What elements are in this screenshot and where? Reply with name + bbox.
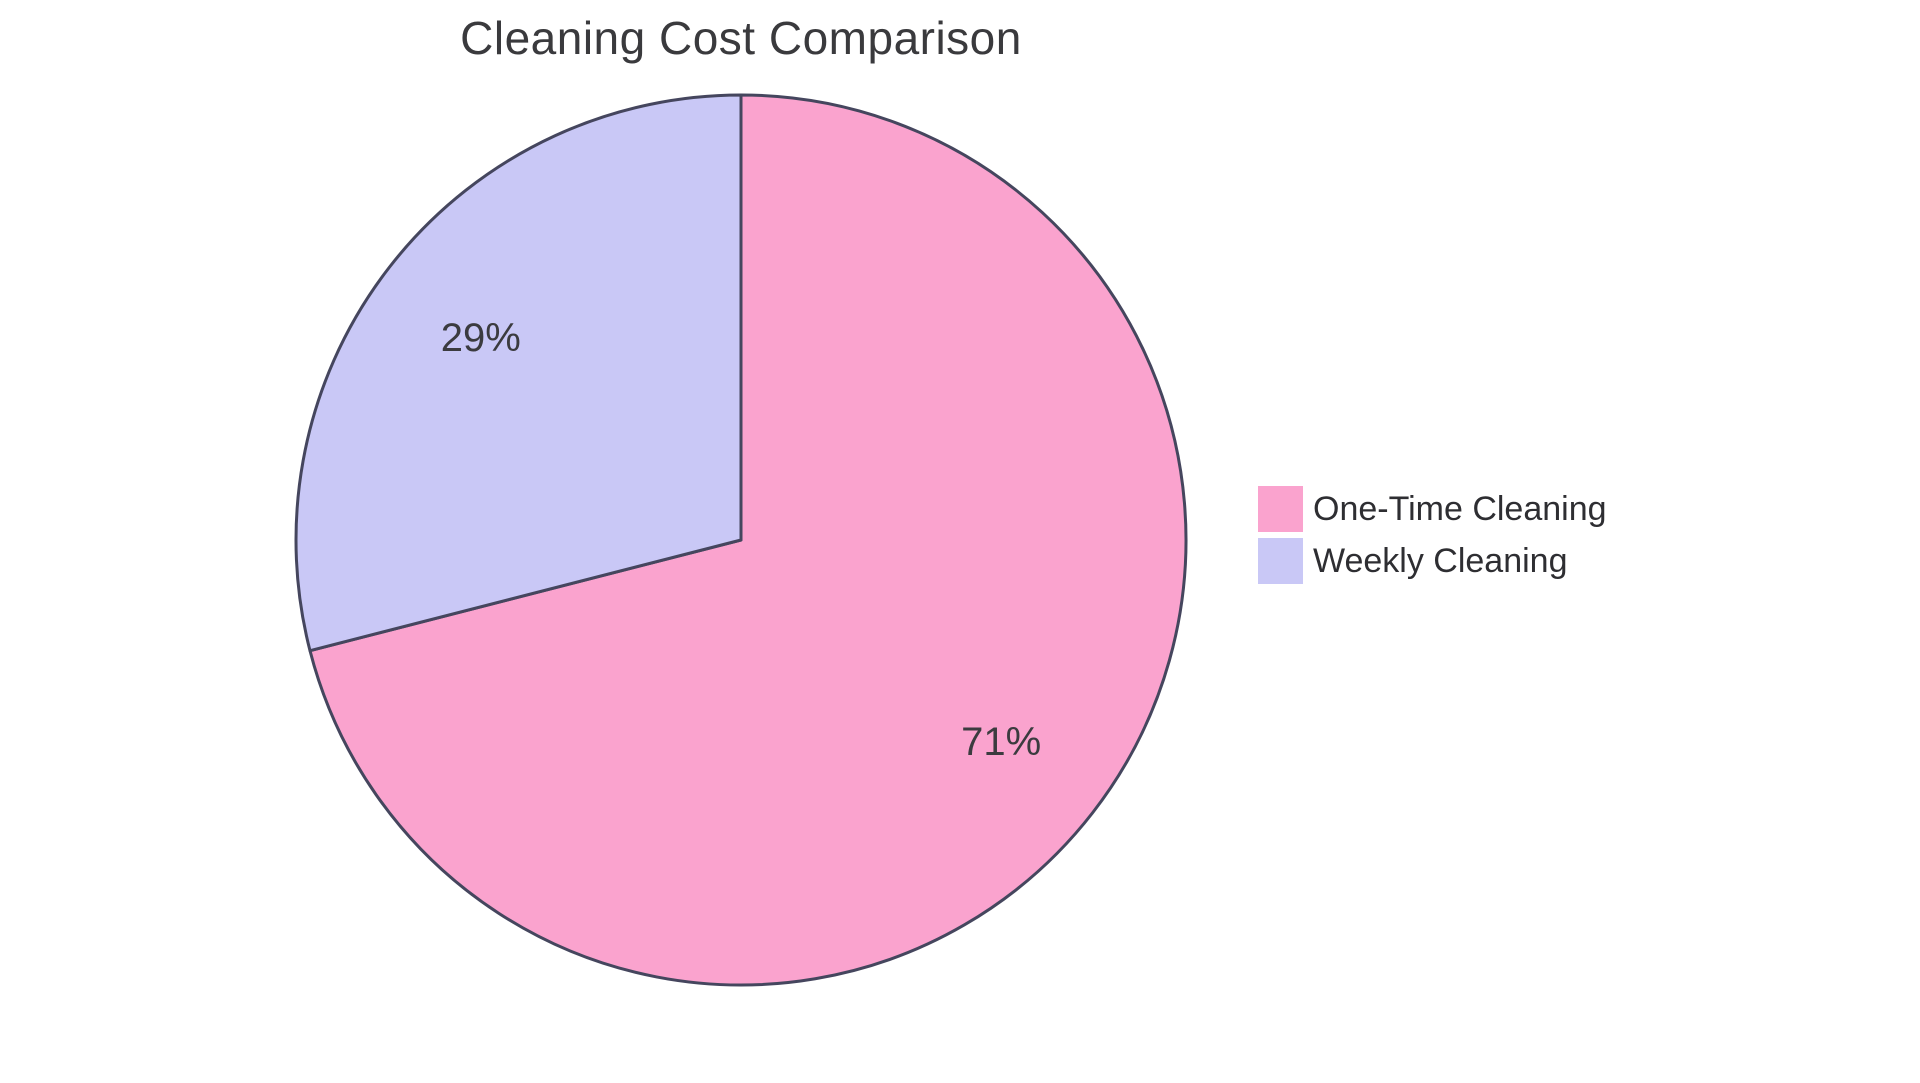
legend-label-weekly-cleaning: Weekly Cleaning [1313,541,1568,580]
legend-swatch-weekly-cleaning [1258,538,1303,584]
legend-swatch-one-time-cleaning [1258,486,1303,532]
chart-title: Cleaning Cost Comparison [460,12,1022,64]
pie-slice-label-weekly-cleaning: 29% [441,316,521,360]
legend: One-Time Cleaning Weekly Cleaning [1258,486,1607,584]
legend-item-weekly-cleaning[interactable]: Weekly Cleaning [1258,538,1607,584]
pie-slice-weekly-cleaning[interactable] [294,93,743,653]
pie-slice-one-time-cleaning[interactable] [308,93,1188,987]
pie-slice-label-one-time-cleaning: 71% [961,720,1041,764]
legend-label-one-time-cleaning: One-Time Cleaning [1313,489,1607,528]
legend-item-one-time-cleaning[interactable]: One-Time Cleaning [1258,486,1607,532]
